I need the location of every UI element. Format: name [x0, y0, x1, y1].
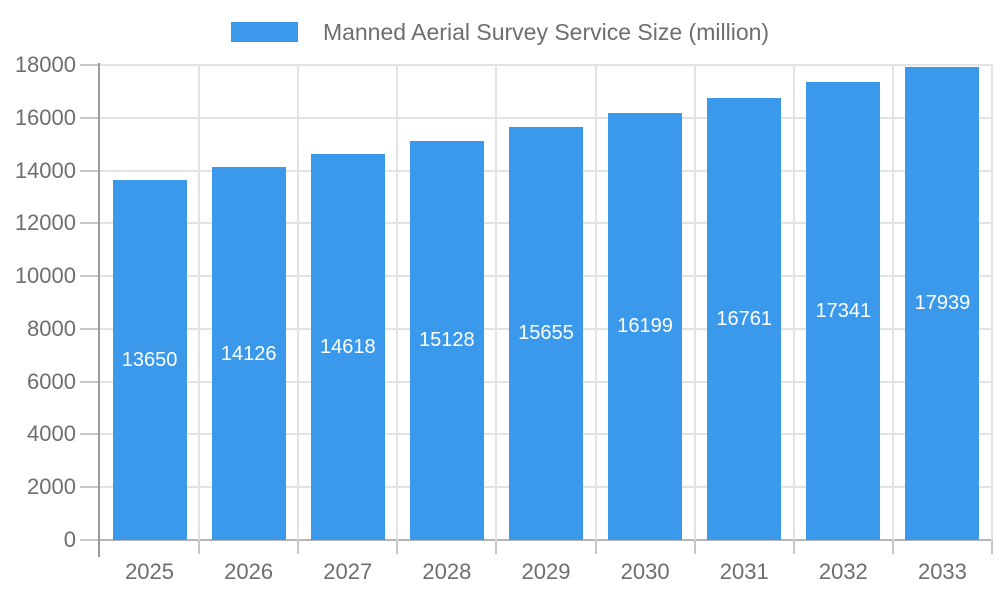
bar[interactable]: [310, 154, 385, 540]
x-tick: [991, 540, 993, 554]
y-tick: [80, 169, 100, 172]
y-axis-label: 14000: [14, 157, 76, 183]
x-gridline: [396, 65, 399, 540]
x-gridline: [693, 65, 696, 540]
bar[interactable]: [211, 167, 286, 540]
legend-swatch: [230, 22, 298, 42]
x-axis-label: 2029: [521, 559, 571, 584]
x-axis-label: 2025: [125, 559, 175, 584]
x-tick: [792, 540, 795, 554]
bar-value-label: 17341: [815, 300, 872, 323]
y-gridline: [100, 64, 992, 66]
x-axis-label: 2028: [422, 559, 472, 584]
y-gridline: [100, 539, 992, 541]
x-gridline: [495, 65, 498, 540]
x-tick: [198, 540, 201, 554]
x-axis-label: 2027: [323, 559, 373, 584]
x-gridline: [198, 65, 201, 540]
x-tick: [891, 540, 894, 554]
x-tick: [297, 540, 300, 554]
legend[interactable]: Manned Aerial Survey Service Size (milli…: [0, 18, 1000, 46]
y-tick: [80, 275, 100, 278]
bar-value-label: 15128: [419, 329, 475, 352]
x-tick: [693, 540, 696, 554]
x-tick: [396, 540, 399, 554]
legend-label: Manned Aerial Survey Service Size (milli…: [322, 19, 770, 45]
y-tick: [80, 433, 100, 436]
bar[interactable]: [409, 140, 484, 540]
x-gridline: [594, 65, 597, 540]
y-axis-label: 0: [63, 527, 76, 552]
x-gridline: [891, 65, 894, 540]
y-tick: [80, 327, 100, 330]
y-axis-label: 4000: [27, 421, 76, 447]
bar[interactable]: [608, 112, 683, 540]
y-axis-label: 18000: [14, 52, 76, 77]
y-axis-label: 2000: [27, 474, 76, 500]
bar[interactable]: [905, 66, 980, 540]
bar-value-label: 16199: [617, 315, 673, 338]
y-tick: [80, 116, 100, 119]
y-axis-label: 10000: [14, 263, 76, 289]
y-axis-label: 8000: [27, 315, 76, 341]
x-gridline: [297, 65, 300, 540]
x-axis-label: 2032: [818, 559, 868, 584]
bar[interactable]: [806, 82, 881, 540]
x-axis-label: 2026: [224, 559, 274, 584]
bar[interactable]: [509, 126, 583, 540]
x-gridline: [991, 65, 993, 540]
bar-value-label: 17939: [914, 292, 971, 315]
y-axis-label: 12000: [14, 210, 76, 236]
bar[interactable]: [707, 97, 782, 540]
x-axis-label: 2033: [917, 559, 967, 584]
y-tick: [80, 64, 100, 66]
x-axis-label: 2031: [719, 559, 769, 584]
x-tick: [495, 540, 498, 554]
y-axis-line: [98, 63, 100, 557]
bar[interactable]: [112, 179, 187, 540]
y-tick: [80, 380, 100, 383]
bar-value-label: 14126: [220, 342, 277, 365]
x-tick: [594, 540, 597, 554]
bar-value-label: 14618: [319, 336, 376, 359]
x-axis-label: 2030: [620, 559, 670, 584]
bar-value-label: 13650: [121, 348, 178, 371]
y-tick: [80, 486, 100, 489]
y-tick: [80, 539, 100, 541]
y-axis-label: 16000: [14, 104, 76, 130]
y-gridline: [100, 116, 992, 119]
bar-value-label: 15655: [518, 322, 574, 345]
y-axis-label: 6000: [27, 368, 76, 394]
y-tick: [80, 222, 100, 225]
bar-value-label: 16761: [716, 307, 773, 330]
x-gridline: [792, 65, 795, 540]
